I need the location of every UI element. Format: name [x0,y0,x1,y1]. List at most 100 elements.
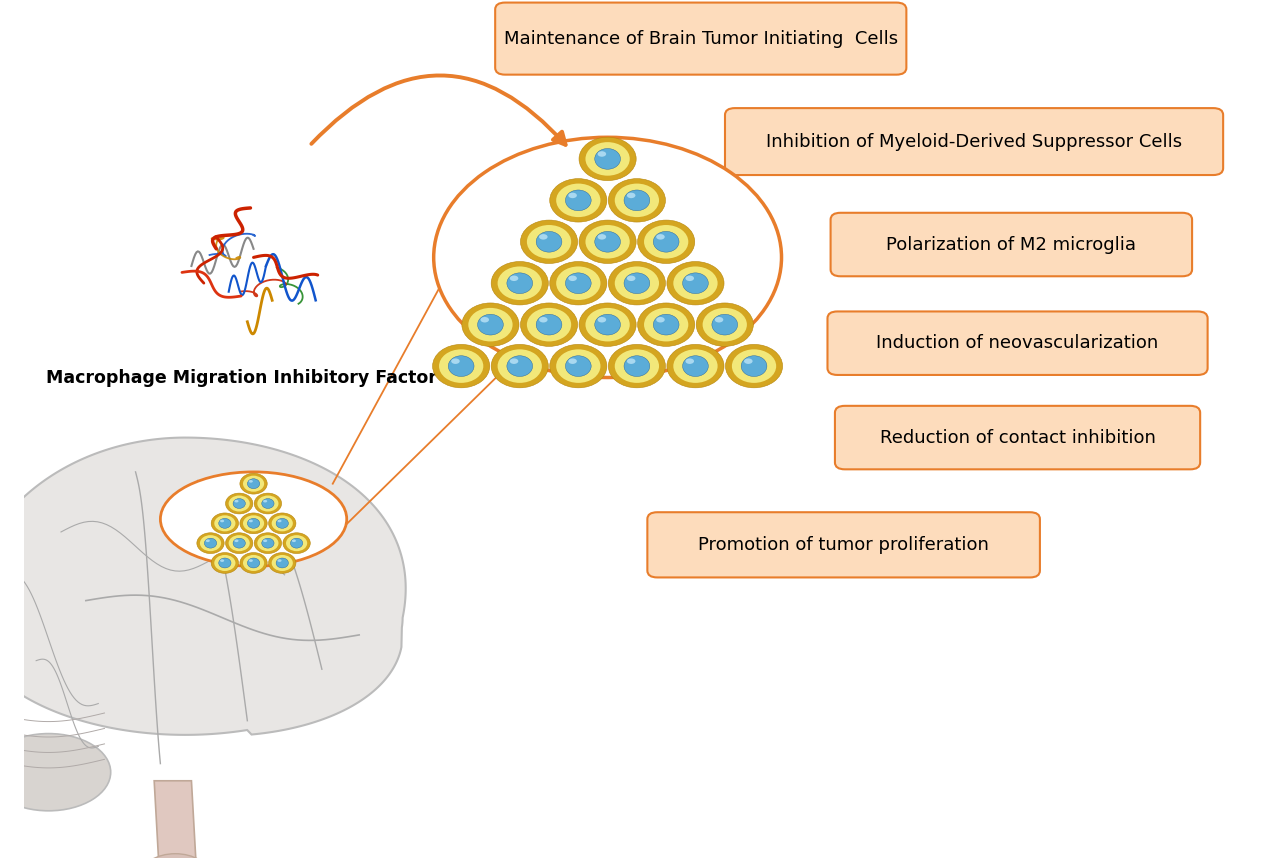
Ellipse shape [262,498,273,509]
Ellipse shape [254,533,281,553]
FancyBboxPatch shape [495,3,906,75]
Ellipse shape [615,184,660,217]
Ellipse shape [277,520,281,523]
Text: Inhibition of Myeloid-Derived Suppressor Cells: Inhibition of Myeloid-Derived Suppressor… [766,133,1182,150]
Ellipse shape [674,267,718,300]
Ellipse shape [204,538,216,548]
Ellipse shape [196,533,224,553]
Ellipse shape [609,344,666,388]
Text: Reduction of contact inhibition: Reduction of contact inhibition [880,429,1156,446]
Ellipse shape [520,303,577,347]
Ellipse shape [243,555,265,571]
Ellipse shape [537,314,562,335]
Ellipse shape [703,308,747,341]
Ellipse shape [276,518,289,529]
Ellipse shape [229,496,249,511]
Ellipse shape [214,516,235,531]
Ellipse shape [556,184,600,217]
Ellipse shape [556,267,600,300]
Ellipse shape [243,516,265,531]
Ellipse shape [262,538,273,548]
Ellipse shape [491,344,548,388]
Ellipse shape [219,558,230,568]
Ellipse shape [247,479,260,489]
Text: Maintenance of Brain Tumor Initiating  Cells: Maintenance of Brain Tumor Initiating Ce… [504,30,898,47]
Ellipse shape [206,540,210,542]
Ellipse shape [211,553,238,573]
Ellipse shape [249,559,253,562]
Ellipse shape [468,308,513,341]
Ellipse shape [595,232,620,252]
Ellipse shape [715,317,723,323]
Ellipse shape [141,854,209,858]
Ellipse shape [595,148,620,169]
Ellipse shape [272,555,292,571]
Ellipse shape [585,142,629,176]
Ellipse shape [644,308,689,341]
Ellipse shape [268,553,296,573]
Ellipse shape [477,314,504,335]
Ellipse shape [732,349,776,383]
Ellipse shape [685,275,694,281]
FancyBboxPatch shape [725,108,1223,175]
Ellipse shape [520,220,577,263]
Ellipse shape [282,533,310,553]
Ellipse shape [598,317,606,323]
FancyBboxPatch shape [830,213,1193,276]
Ellipse shape [239,474,267,494]
Ellipse shape [439,349,484,383]
Ellipse shape [744,359,752,364]
Ellipse shape [556,349,600,383]
Ellipse shape [225,533,253,553]
Ellipse shape [653,232,679,252]
Ellipse shape [615,349,660,383]
Ellipse shape [161,472,347,566]
Ellipse shape [549,178,606,222]
Text: Polarization of M2 microglia: Polarization of M2 microglia [886,236,1137,253]
Polygon shape [0,438,405,734]
Ellipse shape [263,500,267,503]
FancyBboxPatch shape [836,406,1200,469]
Ellipse shape [510,275,518,281]
Ellipse shape [243,475,265,492]
Ellipse shape [527,308,571,341]
Ellipse shape [254,493,281,514]
Ellipse shape [247,558,260,568]
Ellipse shape [609,178,666,222]
Ellipse shape [510,359,518,364]
Ellipse shape [667,262,724,305]
Ellipse shape [696,303,753,347]
Ellipse shape [667,344,724,388]
Ellipse shape [247,518,260,529]
Ellipse shape [685,359,694,364]
Ellipse shape [263,540,267,542]
FancyBboxPatch shape [828,311,1208,375]
Ellipse shape [220,559,224,562]
Ellipse shape [609,262,666,305]
Ellipse shape [433,344,490,388]
Ellipse shape [498,349,542,383]
Ellipse shape [653,314,679,335]
Ellipse shape [277,559,281,562]
Ellipse shape [229,535,249,551]
Ellipse shape [615,267,660,300]
Ellipse shape [682,273,708,293]
Ellipse shape [239,513,267,534]
Ellipse shape [233,498,246,509]
Ellipse shape [220,520,224,523]
Ellipse shape [292,540,296,542]
Ellipse shape [624,190,649,211]
Ellipse shape [674,349,718,383]
Ellipse shape [579,303,637,347]
Ellipse shape [598,234,606,239]
Ellipse shape [527,225,571,258]
Text: Promotion of tumor proliferation: Promotion of tumor proliferation [698,536,989,553]
Ellipse shape [595,314,620,335]
Ellipse shape [491,262,548,305]
Ellipse shape [234,500,238,503]
Ellipse shape [539,234,548,239]
Ellipse shape [0,734,110,811]
Text: Induction of neovascularization: Induction of neovascularization [876,335,1158,352]
Ellipse shape [638,303,695,347]
Ellipse shape [579,137,637,181]
